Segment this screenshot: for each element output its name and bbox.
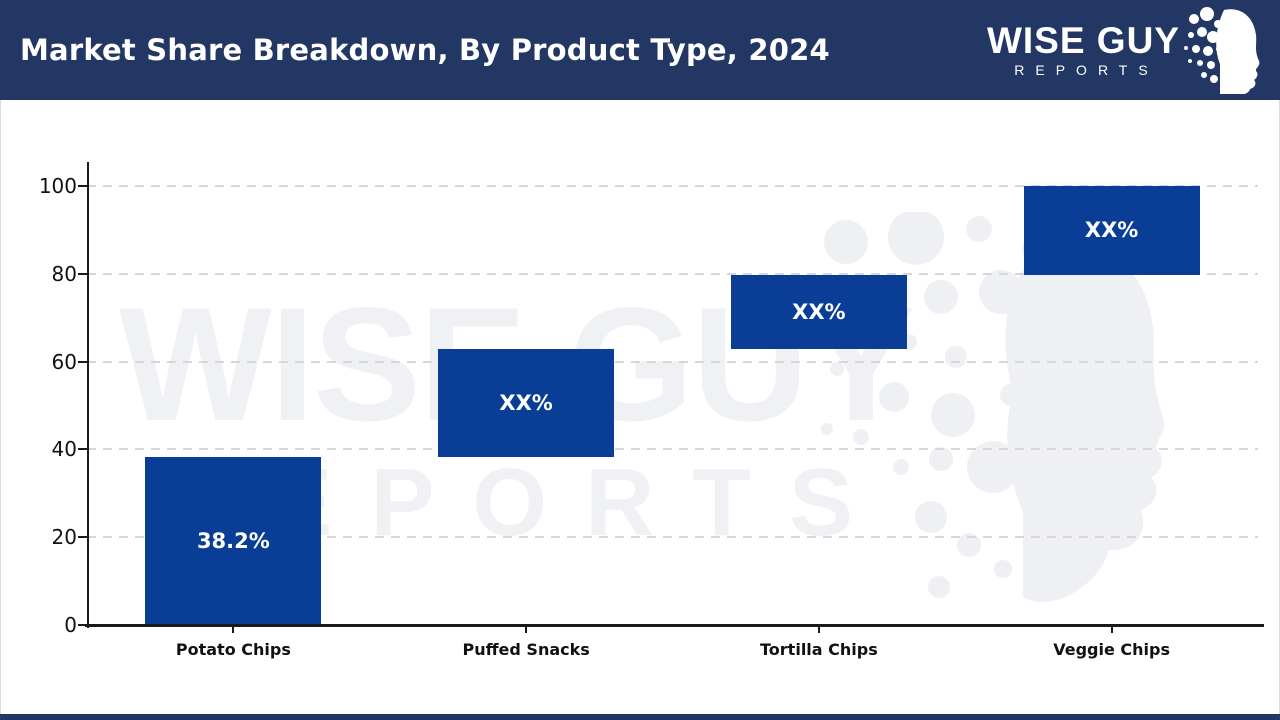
ytick-label-40: 40 bbox=[51, 437, 77, 462]
ytick-0 bbox=[78, 624, 87, 626]
gridline-20 bbox=[87, 536, 1258, 539]
plot: 0 20 40 60 80 100 38.2% Potato Chips XX% Puffed S… bbox=[1, 100, 1279, 714]
bar-veggie-chips: XX% bbox=[1023, 186, 1200, 275]
ytick-label-100: 100 bbox=[38, 174, 77, 198]
gridline-80 bbox=[87, 272, 1258, 275]
header-bar: Market Share Breakdown, By Product Type,… bbox=[0, 0, 1280, 100]
category-label-2: Tortilla Chips bbox=[760, 640, 878, 659]
xtick-0 bbox=[232, 625, 235, 633]
ytick-label-0: 0 bbox=[64, 613, 77, 637]
category-label-3: Veggie Chips bbox=[1053, 640, 1171, 659]
xtick-1 bbox=[525, 625, 528, 633]
bar-puffed-snacks: XX% bbox=[438, 349, 615, 458]
wise-guy-logo: WISE GUY REPORTS bbox=[987, 6, 1262, 94]
ytick-100 bbox=[78, 185, 87, 187]
ytick-80 bbox=[78, 272, 87, 275]
bar-value-label: XX% bbox=[1084, 218, 1139, 243]
y-axis-spine bbox=[87, 162, 89, 628]
footer-bar bbox=[0, 714, 1280, 720]
ytick-60 bbox=[78, 360, 87, 363]
x-axis-spine bbox=[85, 624, 1264, 627]
bar-value-label: XX% bbox=[792, 299, 846, 324]
bar-tortilla-chips: XX% bbox=[730, 274, 907, 350]
ytick-40 bbox=[78, 448, 87, 451]
ytick-label-60: 60 bbox=[51, 349, 77, 374]
bar-value-label: XX% bbox=[499, 391, 553, 416]
logo-wordmark: WISE GUY bbox=[986, 19, 1180, 61]
bar-value-label: 38.2% bbox=[196, 529, 270, 554]
chart-area: WISE GUY REPORTS 0 20 40 60 80 100 38. bbox=[0, 100, 1280, 714]
logo-subtitle: REPORTS bbox=[1014, 62, 1159, 79]
ytick-20 bbox=[78, 536, 87, 539]
ytick-label-80: 80 bbox=[51, 261, 77, 286]
category-label-0: Potato Chips bbox=[175, 640, 291, 659]
bar-potato-chips: 38.2% bbox=[145, 457, 322, 625]
category-label-1: Puffed Snacks bbox=[462, 640, 590, 659]
gridline-60 bbox=[87, 360, 1258, 363]
logo-text: WISE GUY REPORTS bbox=[986, 19, 1180, 79]
logo-face-icon bbox=[1184, 7, 1260, 94]
page-title: Market Share Breakdown, By Product Type,… bbox=[20, 33, 830, 67]
gridline-100 bbox=[87, 185, 1258, 187]
xtick-3 bbox=[1110, 625, 1113, 633]
ytick-label-20: 20 bbox=[51, 525, 77, 550]
xtick-2 bbox=[817, 625, 820, 633]
gridline-40 bbox=[87, 448, 1258, 451]
